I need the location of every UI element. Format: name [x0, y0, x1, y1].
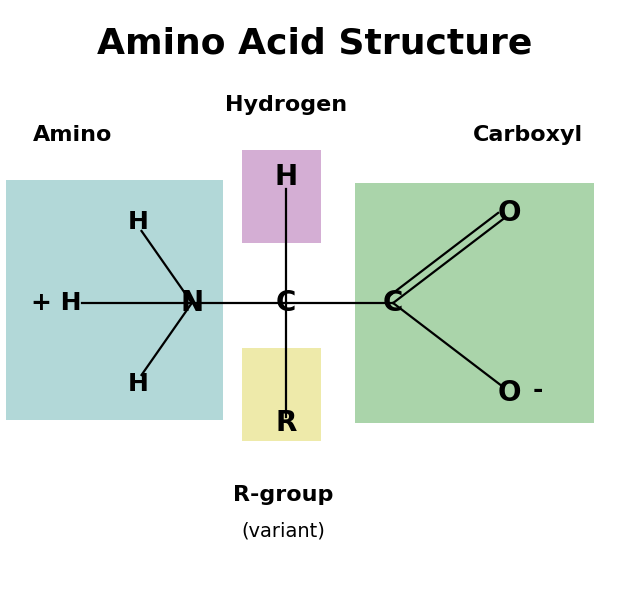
Bar [6, 180, 223, 420]
Text: Hydrogen: Hydrogen [225, 95, 347, 115]
Text: H: H [128, 210, 149, 234]
Text: R: R [276, 409, 297, 437]
Bar [242, 150, 321, 243]
Text: R-group: R-group [233, 485, 333, 505]
Text: -: - [533, 378, 543, 402]
Text: + H: + H [31, 291, 82, 315]
Text: (variant): (variant) [241, 521, 325, 541]
Text: O: O [498, 199, 521, 227]
Bar [242, 348, 321, 441]
Text: Amino: Amino [33, 125, 112, 145]
Text: Amino Acid Structure: Amino Acid Structure [97, 27, 532, 61]
Text: O: O [498, 379, 521, 407]
Text: C: C [383, 289, 403, 317]
Bar [355, 183, 594, 423]
Text: H: H [128, 372, 149, 396]
Text: Carboxyl: Carboxyl [473, 125, 584, 145]
Text: H: H [275, 163, 298, 191]
Text: N: N [181, 289, 203, 317]
Text: C: C [276, 289, 296, 317]
